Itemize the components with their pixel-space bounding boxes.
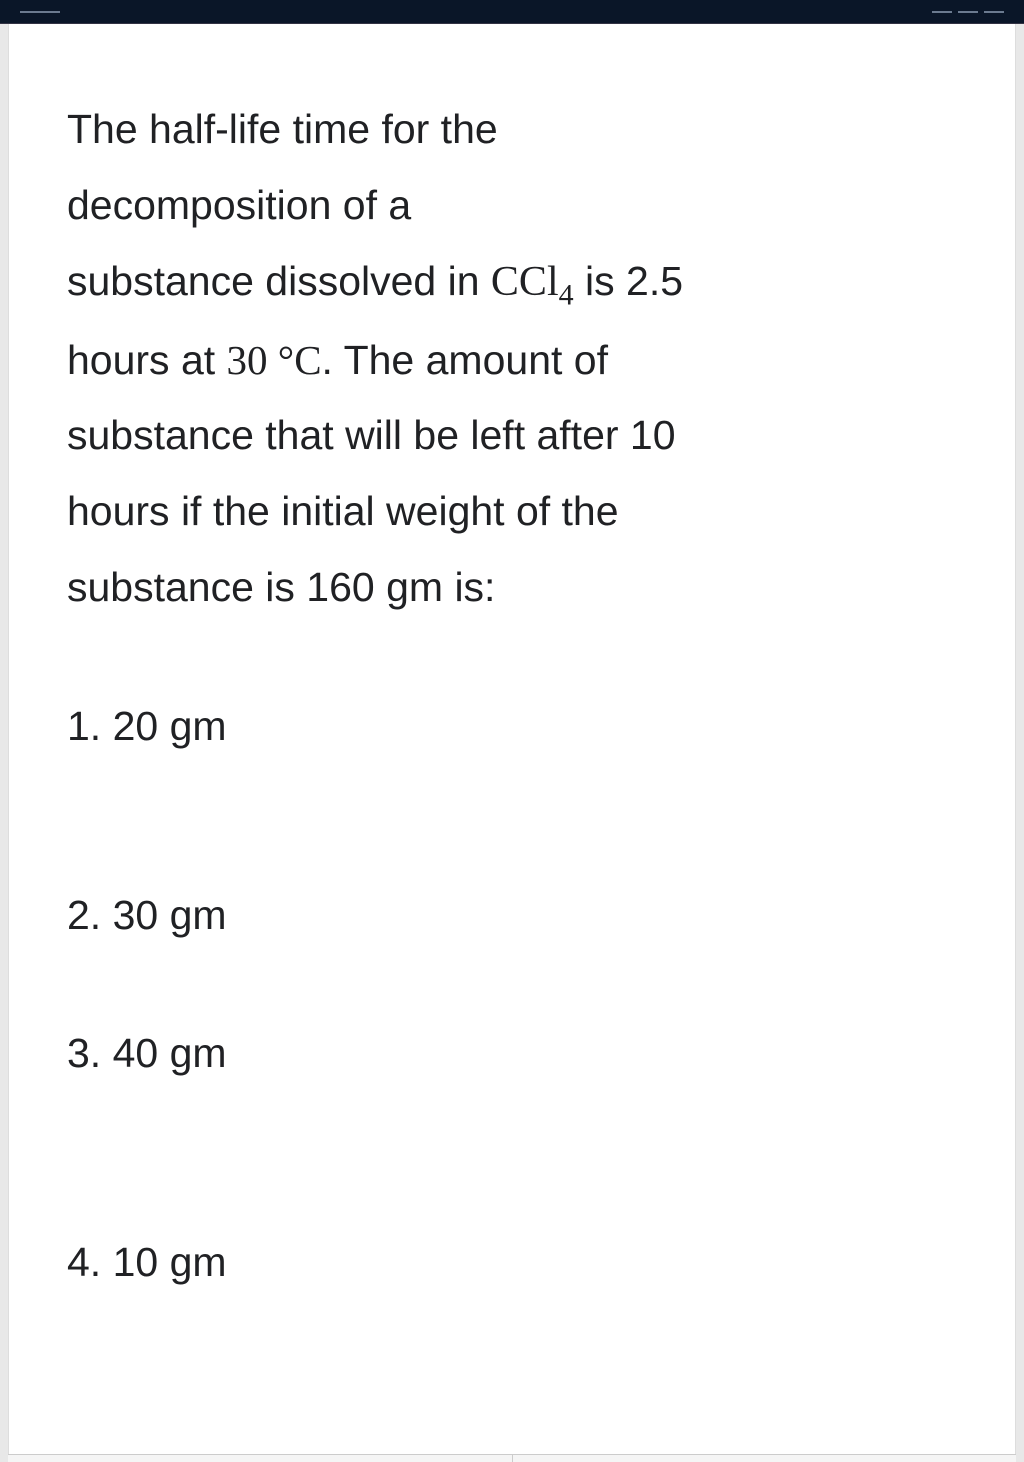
question-line: substance dissolved in [67,258,491,304]
question-line: is 2.5 [574,258,683,304]
question-line: substance is 160 gm is: [67,564,495,610]
question-card: The half-life time for the decomposition… [8,24,1016,1454]
chem-subscript: 4 [559,278,574,311]
indicator-dash [20,11,60,13]
option-label: 1. 20 gm [67,703,227,749]
question-line: hours if the initial weight of the [67,488,619,534]
option-label: 3. 40 gm [67,1030,227,1076]
temperature-unit: °C [268,337,322,383]
top-nav-bar [0,0,1024,24]
answer-option-4[interactable]: 4. 10 gm [67,1234,957,1291]
bottom-nav-split [8,1454,1016,1462]
question-line: . The amount of [322,337,608,383]
question-line: substance that will be left after 10 [67,412,676,458]
indicator-dash [958,11,978,13]
option-label: 4. 10 gm [67,1239,227,1285]
indicator-dash [932,11,952,13]
question-line: decomposition of a [67,182,411,228]
chem-base: CCl [491,259,559,305]
top-bar-left-indicators [20,11,60,13]
bottom-nav-right[interactable] [513,1454,1017,1462]
indicator-dash [984,11,1004,13]
question-text: The half-life time for the decomposition… [67,92,957,626]
answer-options: 1. 20 gm 2. 30 gm 3. 40 gm 4. 10 gm [67,698,957,1292]
bottom-nav-left[interactable] [8,1454,513,1462]
question-line: hours at [67,337,227,383]
option-label: 2. 30 gm [67,892,227,938]
answer-option-1[interactable]: 1. 20 gm [67,698,957,755]
answer-option-3[interactable]: 3. 40 gm [67,1025,957,1082]
answer-option-2[interactable]: 2. 30 gm [67,887,957,944]
top-bar-right-indicators [932,11,1004,13]
temperature-value: 30 [227,337,268,383]
question-line: The half-life time for the [67,106,498,152]
chemical-formula: CCl4 [491,259,574,305]
